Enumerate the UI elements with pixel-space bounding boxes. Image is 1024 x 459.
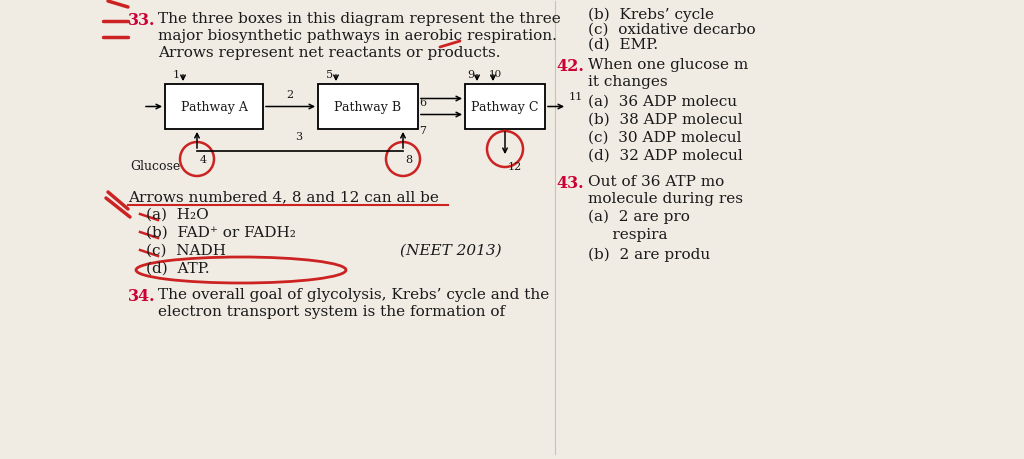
Bar (465, 85, 545, 130)
Text: The overall goal of glycolysis, Krebs’ cycle and the: The overall goal of glycolysis, Krebs’ c… (158, 287, 549, 302)
Text: (a)  36 ADP molecu: (a) 36 ADP molecu (588, 95, 737, 109)
Text: it changes: it changes (588, 75, 668, 89)
Text: 4: 4 (200, 155, 207, 165)
Text: 34.: 34. (128, 287, 156, 304)
Text: The three boxes in this diagram represent the three: The three boxes in this diagram represen… (158, 12, 561, 26)
Text: (d)  ATP.: (d) ATP. (146, 262, 210, 275)
Text: 3: 3 (295, 132, 302, 142)
Text: 43.: 43. (556, 174, 584, 191)
Text: (b)  Krebs’ cycle: (b) Krebs’ cycle (588, 8, 714, 22)
Text: (a)  2 are pro: (a) 2 are pro (588, 210, 690, 224)
Text: (d)  EMP.: (d) EMP. (588, 38, 658, 52)
Text: 8: 8 (406, 155, 412, 165)
Text: 5: 5 (326, 70, 333, 80)
Text: Pathway A: Pathway A (180, 101, 248, 114)
Text: major biosynthetic pathways in aerobic respiration.: major biosynthetic pathways in aerobic r… (158, 29, 557, 43)
Text: (b)  38 ADP molecul: (b) 38 ADP molecul (588, 113, 742, 127)
Text: electron transport system is the formation of: electron transport system is the formati… (158, 304, 505, 318)
Text: 1: 1 (173, 70, 180, 80)
Text: Glucose: Glucose (130, 160, 180, 173)
Text: (b)  FAD⁺ or FADH₂: (b) FAD⁺ or FADH₂ (146, 225, 296, 240)
Text: (NEET 2013): (NEET 2013) (400, 243, 502, 257)
Text: Arrows represent net reactants or products.: Arrows represent net reactants or produc… (158, 46, 501, 60)
Text: 11: 11 (569, 92, 584, 102)
Text: (d)  32 ADP molecul: (d) 32 ADP molecul (588, 149, 742, 162)
Text: 9: 9 (467, 70, 474, 80)
Text: (b)  2 are produ: (b) 2 are produ (588, 247, 711, 262)
Text: 10: 10 (489, 70, 502, 79)
Text: Pathway B: Pathway B (335, 101, 401, 114)
Text: (c)  NADH: (c) NADH (146, 243, 226, 257)
Text: 6: 6 (419, 97, 426, 107)
Bar (165, 85, 263, 130)
Text: (a)  H₂O: (a) H₂O (146, 207, 209, 222)
Text: 12: 12 (508, 162, 522, 172)
Text: 42.: 42. (556, 58, 584, 75)
Text: respira: respira (588, 228, 668, 241)
Text: (c)  oxidative decarbo: (c) oxidative decarbo (588, 23, 756, 37)
Text: (c)  30 ADP molecul: (c) 30 ADP molecul (588, 131, 741, 145)
Text: molecule during res: molecule during res (588, 191, 743, 206)
Text: When one glucose m: When one glucose m (588, 58, 749, 72)
Text: Arrows numbered 4, 8 and 12 can all be: Arrows numbered 4, 8 and 12 can all be (128, 190, 439, 203)
Text: 33.: 33. (128, 12, 156, 29)
Bar (318, 85, 418, 130)
Text: Pathway C: Pathway C (471, 101, 539, 114)
Text: Out of 36 ATP mo: Out of 36 ATP mo (588, 174, 724, 189)
Text: 2: 2 (287, 90, 294, 99)
Text: 7: 7 (419, 125, 426, 135)
